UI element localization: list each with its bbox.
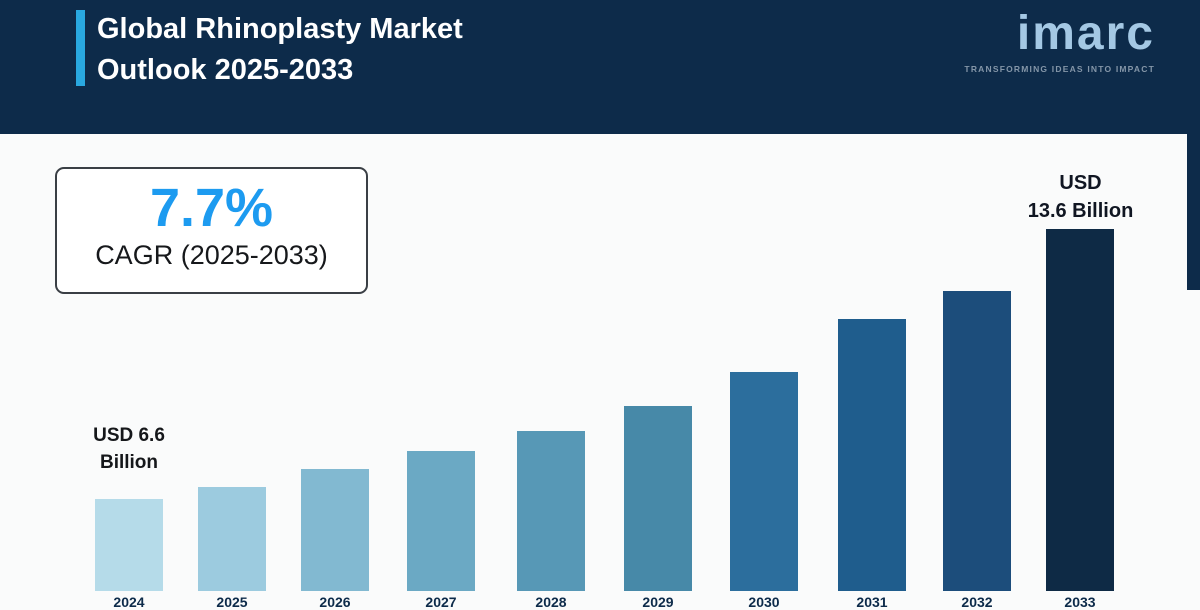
logo-tagline: TRANSFORMING IDEAS INTO IMPACT bbox=[964, 63, 1155, 74]
bar-2026 bbox=[301, 469, 369, 591]
cagr-value: 7.7% bbox=[149, 178, 274, 238]
bar-2030 bbox=[730, 372, 798, 591]
bar-2032 bbox=[943, 291, 1011, 591]
header: Global Rhinoplasty Market Outlook 2025-2… bbox=[0, 0, 1200, 134]
year-label-2025: 2025 bbox=[216, 594, 248, 610]
year-label-2031: 2031 bbox=[856, 594, 888, 610]
year-label-2024: 2024 bbox=[113, 594, 145, 610]
cagr-box: 7.7% CAGR (2025-2033) bbox=[55, 167, 368, 294]
year-label-2026: 2026 bbox=[319, 594, 351, 610]
first-bar-value-label: USD 6.6 Billion bbox=[59, 423, 199, 476]
bar-2025 bbox=[198, 487, 266, 591]
bar-2027 bbox=[407, 451, 475, 591]
year-label-2029: 2029 bbox=[642, 594, 674, 610]
title-accent-bar bbox=[76, 10, 85, 86]
last-bar-value-label: USD 13.6 Billion bbox=[1008, 169, 1153, 225]
bar-2029 bbox=[624, 406, 692, 591]
title-line-2: Outlook 2025-2033 bbox=[97, 54, 354, 87]
title-line-1: Global Rhinoplasty Market bbox=[97, 13, 463, 45]
first-bar-value-line1: USD 6.6 bbox=[93, 425, 165, 446]
right-edge-strip bbox=[1187, 0, 1200, 290]
page-title: Global Rhinoplasty Market Outlook 2025-2… bbox=[97, 9, 463, 91]
logo-wordmark: imarc bbox=[1016, 7, 1155, 60]
last-bar-value-line1: USD bbox=[1059, 172, 1102, 194]
first-bar-value-line2: Billion bbox=[99, 451, 159, 473]
last-bar-value-line2: 13.6 Billion bbox=[1027, 200, 1134, 222]
bar-2031 bbox=[838, 319, 906, 591]
bar-2028 bbox=[517, 431, 585, 591]
bar-2024 bbox=[95, 499, 163, 591]
year-label-2033: 2033 bbox=[1064, 594, 1096, 610]
bar-2033 bbox=[1046, 229, 1114, 591]
year-label-2028: 2028 bbox=[535, 594, 567, 610]
year-label-2030: 2030 bbox=[748, 594, 780, 610]
imarc-logo: imarc TRANSFORMING IDEAS INTO IMPACT bbox=[964, 7, 1155, 74]
cagr-label: CAGR (2025-2033) bbox=[95, 240, 328, 271]
year-label-2032: 2032 bbox=[961, 594, 993, 610]
year-label-2027: 2027 bbox=[425, 594, 457, 610]
